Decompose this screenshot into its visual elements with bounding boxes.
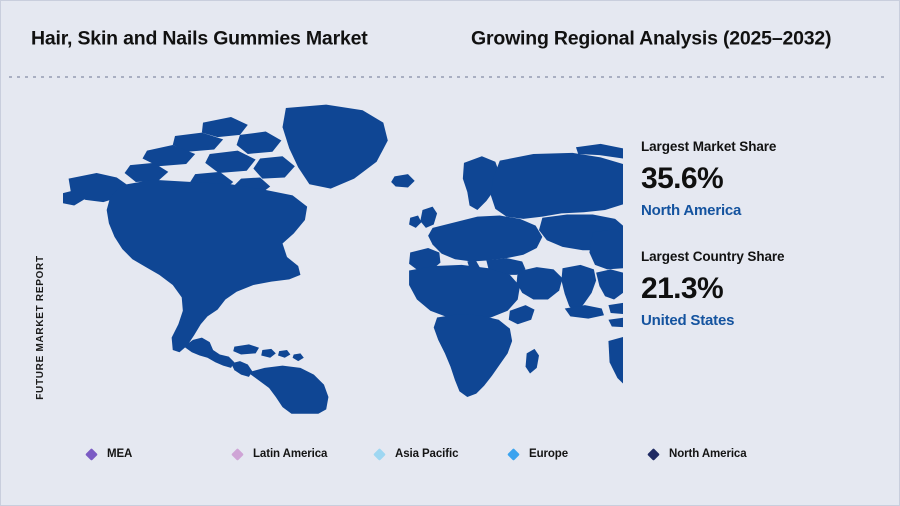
legend: MEA Latin America Asia Pacific Europe No… xyxy=(85,447,787,468)
legend-marker-icon xyxy=(373,447,386,461)
legend-item-north-america: North America xyxy=(647,447,747,461)
legend-label: North America xyxy=(669,448,747,460)
header-subtitle: Growing Regional Analysis (2025–2032) xyxy=(471,27,832,50)
header-divider xyxy=(9,76,889,78)
legend-label: Europe xyxy=(529,448,569,460)
world-map-svg xyxy=(63,104,623,414)
legend-marker-icon xyxy=(507,447,520,461)
legend-label: Latin America xyxy=(253,448,328,460)
stats-panel: Largest Market Share 35.6% North America… xyxy=(641,139,881,329)
stat-value: 21.3% xyxy=(641,272,724,305)
legend-marker-icon xyxy=(85,447,98,461)
legend-item-asia-pacific: Asia Pacific xyxy=(373,447,459,461)
stat-label: Largest Market Share xyxy=(641,139,777,154)
world-map xyxy=(63,97,623,417)
header: Hair, Skin and Nails Gummies Market Grow… xyxy=(1,1,899,77)
stat-value: 35.6% xyxy=(641,162,724,195)
stat-region: United States xyxy=(641,312,735,329)
legend-item-mea: MEA xyxy=(85,447,133,461)
map-oceania xyxy=(564,302,623,384)
stat-label: Largest Country Share xyxy=(641,249,785,264)
stat-largest-market-share: Largest Market Share 35.6% North America xyxy=(641,139,881,219)
stat-largest-country-share: Largest Country Share 21.3% United State… xyxy=(641,249,881,329)
map-landmasses xyxy=(63,104,623,414)
legend-item-europe: Europe xyxy=(507,447,569,461)
legend-label: MEA xyxy=(107,448,133,460)
brand-vertical-label: FUTURE MARKET REPORT xyxy=(33,239,47,415)
brand-vertical-text: FUTURE MARKET REPORT xyxy=(34,254,46,400)
legend-label: Asia Pacific xyxy=(395,448,459,460)
stat-region: North America xyxy=(641,202,742,219)
legend-item-latin-america: Latin America xyxy=(231,447,328,461)
page-title: Hair, Skin and Nails Gummies Market xyxy=(31,27,368,50)
legend-marker-icon xyxy=(231,447,244,461)
legend-marker-icon xyxy=(647,447,660,461)
